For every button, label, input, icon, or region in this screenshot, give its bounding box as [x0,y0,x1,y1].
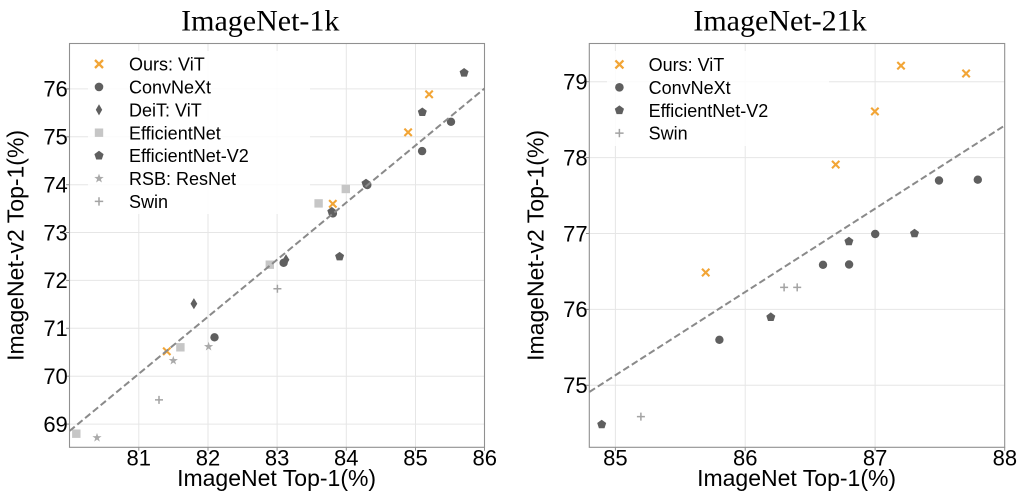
svg-text:81: 81 [127,446,151,471]
svg-text:Swin: Swin [129,192,168,212]
svg-text:77: 77 [563,221,587,246]
svg-text:Ours: ViT: Ours: ViT [649,55,725,75]
svg-text:RSB: ResNet: RSB: ResNet [129,169,236,189]
svg-text:EfficientNet-V2: EfficientNet-V2 [649,101,769,121]
svg-text:79: 79 [563,70,587,95]
svg-text:69: 69 [43,412,67,437]
svg-text:88: 88 [993,446,1017,471]
svg-text:82: 82 [196,446,220,471]
svg-text:70: 70 [43,364,67,389]
svg-text:76: 76 [43,77,67,102]
svg-text:85: 85 [403,446,427,471]
svg-text:72: 72 [43,268,67,293]
svg-text:86: 86 [472,446,496,471]
svg-text:85: 85 [603,446,627,471]
svg-text:87: 87 [863,446,887,471]
svg-text:75: 75 [43,125,67,150]
svg-text:EfficientNet: EfficientNet [129,123,221,143]
svg-text:74: 74 [43,173,67,198]
svg-text:76: 76 [563,297,587,322]
svg-text:71: 71 [43,316,67,341]
svg-text:EfficientNet-V2: EfficientNet-V2 [129,146,249,166]
svg-text:ImageNet-v2 Top-1(%): ImageNet-v2 Top-1(%) [522,130,548,361]
svg-text:ImageNet Top-1(%): ImageNet Top-1(%) [177,465,376,491]
svg-text:Swin: Swin [649,124,688,144]
svg-text:ImageNet Top-1(%): ImageNet Top-1(%) [697,465,896,491]
svg-text:DeiT: ViT: DeiT: ViT [129,100,202,120]
svg-text:ImageNet-v2 Top-1(%): ImageNet-v2 Top-1(%) [3,130,29,361]
svg-text:86: 86 [733,446,757,471]
svg-text:73: 73 [43,220,67,245]
svg-text:84: 84 [334,446,358,471]
svg-text:78: 78 [563,145,587,170]
svg-text:ConvNeXt: ConvNeXt [129,78,211,98]
svg-text:ImageNet-1k: ImageNet-1k [181,5,339,38]
svg-text:75: 75 [563,373,587,398]
svg-text:Ours: ViT: Ours: ViT [129,55,205,75]
svg-text:83: 83 [265,446,289,471]
svg-text:ImageNet-21k: ImageNet-21k [693,5,866,38]
svg-text:ConvNeXt: ConvNeXt [649,78,731,98]
